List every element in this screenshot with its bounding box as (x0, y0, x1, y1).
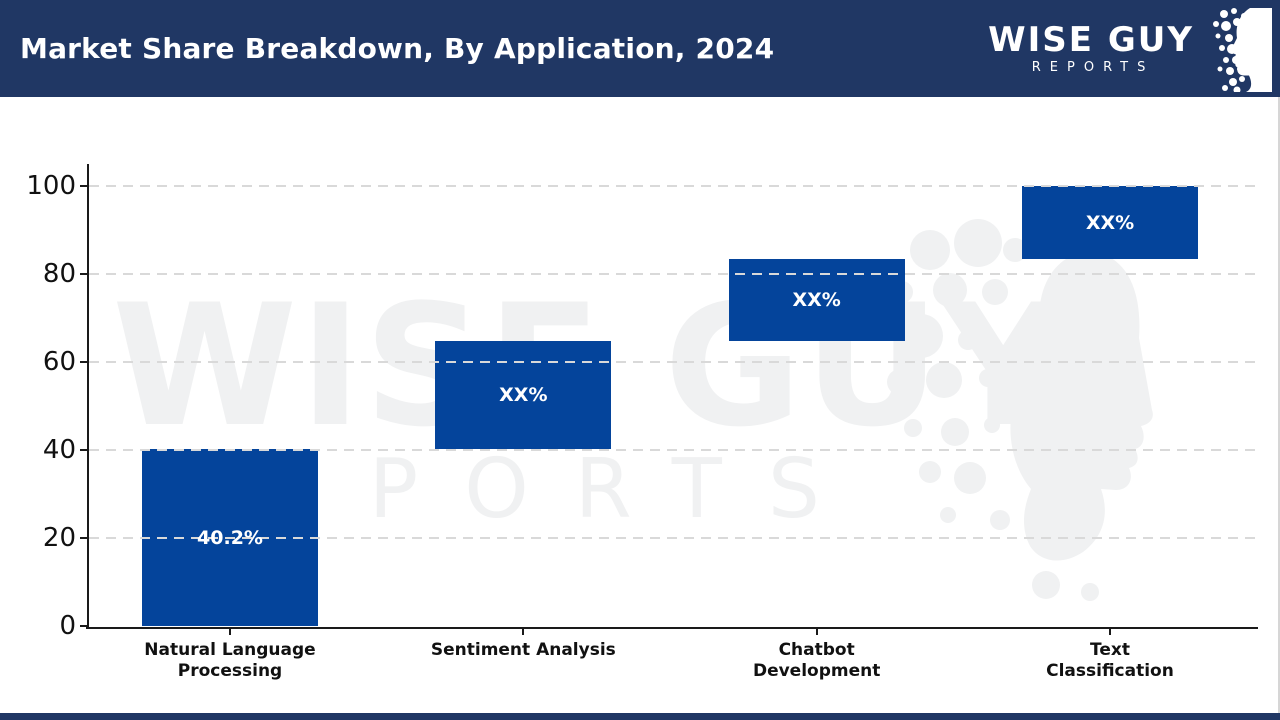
bar-2 (435, 340, 612, 450)
x-category-line: Sentiment Analysis (430, 640, 616, 660)
x-category-label: Text Classification (960, 640, 1260, 681)
y-axis-spine (87, 164, 89, 629)
chart-title: Market Share Breakdown, By Application, … (20, 32, 775, 65)
header-bar: Market Share Breakdown, By Application, … (0, 0, 1280, 97)
x-category-line: Chatbot (778, 640, 855, 660)
bar-value-label: XX% (1085, 211, 1135, 234)
y-tick-label: 80 (42, 259, 76, 289)
x-category-line: Development (752, 660, 881, 681)
brand-name: WISE GUY (988, 20, 1194, 60)
x-category-label: Chatbot Development (667, 640, 967, 681)
x-category-label: Natural Language Processing (80, 640, 380, 681)
brand-logo-text: WISE GUY REPORTS (988, 23, 1194, 75)
gridline-80 (89, 273, 1256, 275)
y-tick (80, 449, 88, 451)
gridline-40 (89, 449, 1256, 451)
y-tick-label: 0 (59, 611, 76, 641)
x-tick (522, 629, 525, 635)
y-tick-label: 40 (42, 435, 76, 465)
gridline-60 (89, 361, 1256, 363)
footer-bar (0, 713, 1280, 720)
gridline-20 (89, 537, 1256, 539)
bar-3 (728, 259, 905, 341)
x-tick (229, 629, 231, 635)
x-category-line: Text (1090, 640, 1130, 660)
y-tick-label: 100 (26, 171, 76, 201)
x-category-label: Sentiment Analysis (373, 640, 673, 661)
y-tick (80, 361, 88, 363)
x-tick (1108, 629, 1111, 635)
y-tick-label: 60 (42, 347, 76, 377)
bar-4 (1021, 186, 1198, 260)
x-axis-spine (86, 627, 1258, 629)
x-category-line: Classification (1046, 660, 1174, 681)
gridline-100 (89, 185, 1256, 187)
y-tick-label: 20 (42, 523, 76, 553)
figure-right-border (1278, 97, 1280, 713)
y-tick (80, 185, 88, 187)
x-category-line: Processing (177, 660, 283, 681)
x-category-line: Natural Language (144, 640, 316, 660)
bar-value-label: 40.2% (197, 526, 263, 549)
brand-logo: WISE GUY REPORTS (988, 6, 1272, 92)
bar-value-label: XX% (792, 288, 841, 311)
y-tick (80, 273, 88, 275)
y-tick (80, 625, 88, 627)
x-tick (815, 629, 818, 635)
brand-subname: REPORTS (1031, 60, 1155, 75)
brand-face-icon (1213, 8, 1272, 92)
y-tick (80, 537, 88, 539)
bar-value-label: XX% (499, 384, 548, 406)
